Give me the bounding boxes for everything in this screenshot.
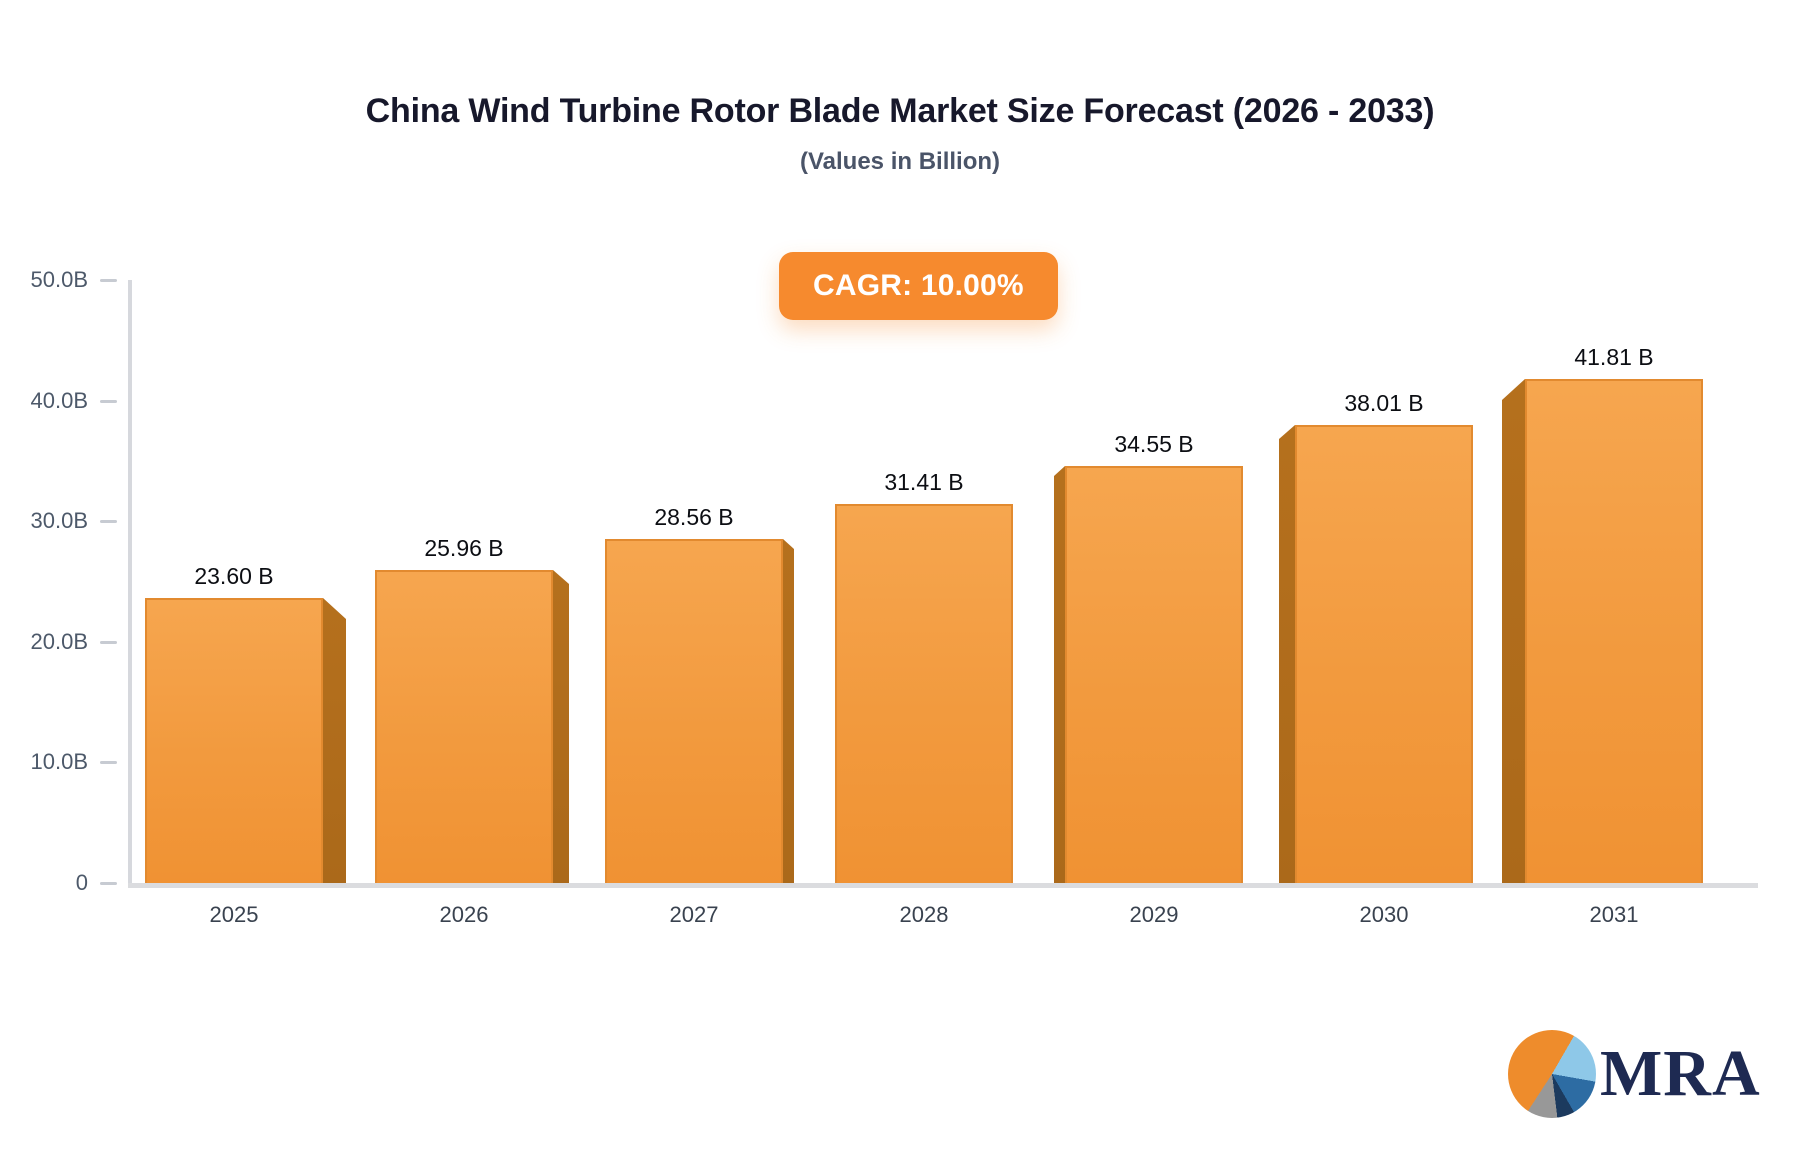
x-axis-label: 2029 bbox=[1129, 902, 1179, 927]
bar-value-label: 38.01 B bbox=[1344, 390, 1424, 416]
bar-3d-side bbox=[1279, 425, 1295, 883]
y-axis-line bbox=[128, 280, 132, 887]
y-tick-label: 50.0B bbox=[30, 267, 89, 292]
bar-3d-side bbox=[323, 598, 346, 883]
logo-text: MRA bbox=[1600, 1037, 1761, 1110]
bar-3d-side bbox=[1054, 466, 1065, 883]
x-axis-label: 2028 bbox=[899, 902, 949, 927]
bar-value-label: 25.96 B bbox=[424, 535, 504, 561]
bar-value-label: 41.81 B bbox=[1574, 344, 1654, 370]
bar-face bbox=[375, 570, 553, 883]
y-tick-label: 10.0B bbox=[30, 749, 89, 775]
bar-3d-side bbox=[783, 539, 794, 883]
y-tick-mark bbox=[100, 640, 117, 644]
pie-chart-icon bbox=[1508, 1030, 1596, 1118]
bar-2025 bbox=[145, 598, 346, 883]
bar-face bbox=[1065, 466, 1243, 883]
y-tick-mark bbox=[100, 520, 117, 524]
y-tick-mark bbox=[100, 882, 117, 885]
bar-value-label: 28.56 B bbox=[654, 504, 734, 530]
y-tick-label: 40.0B bbox=[30, 387, 89, 413]
mra-logo: MRA bbox=[1508, 1030, 1761, 1118]
bar-3d-side bbox=[1502, 379, 1525, 883]
y-tick-label: 0 bbox=[75, 870, 88, 895]
bar-face bbox=[835, 504, 1013, 883]
y-tick-mark bbox=[100, 761, 117, 765]
bar-2026 bbox=[375, 570, 569, 883]
bar-value-label: 34.55 B bbox=[1114, 431, 1194, 457]
y-tick-mark bbox=[100, 399, 117, 403]
x-axis-label: 2027 bbox=[669, 902, 719, 927]
x-axis-label: 2026 bbox=[439, 902, 489, 927]
bar-value-label: 31.41 B bbox=[884, 469, 964, 495]
bar-face bbox=[605, 539, 783, 883]
x-axis-baseline bbox=[128, 883, 1758, 888]
chart-title: China Wind Turbine Rotor Blade Market Si… bbox=[365, 92, 1435, 130]
bar-3d-side bbox=[553, 570, 569, 883]
y-tick-mark bbox=[100, 279, 117, 282]
bar-2031 bbox=[1502, 379, 1703, 883]
y-tick-label: 30.0B bbox=[30, 508, 89, 534]
bar-face bbox=[1525, 379, 1703, 883]
x-axis-label: 2025 bbox=[209, 902, 259, 927]
y-tick-label: 20.0B bbox=[30, 628, 89, 654]
bar-2027 bbox=[605, 539, 794, 883]
chart-subtitle: (Values in Billion) bbox=[799, 148, 1001, 175]
bar-face bbox=[1295, 425, 1473, 883]
bar-2030 bbox=[1279, 425, 1473, 883]
cagr-badge: CAGR: 10.00% bbox=[779, 252, 1058, 320]
x-axis-label: 2031 bbox=[1589, 902, 1639, 927]
bar-face bbox=[145, 598, 323, 883]
bar-2029 bbox=[1054, 466, 1243, 883]
bar-2028 bbox=[835, 504, 1013, 883]
x-axis-label: 2030 bbox=[1359, 902, 1409, 927]
bar-value-label: 23.60 B bbox=[194, 563, 274, 589]
